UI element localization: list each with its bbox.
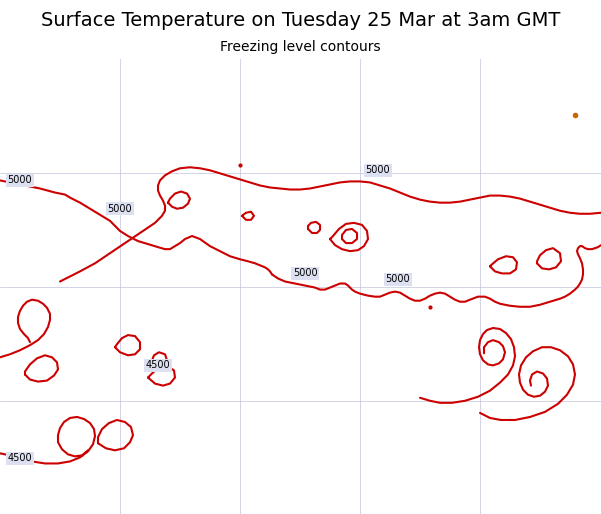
Text: 5000: 5000 [8,175,32,186]
Text: 4500: 4500 [8,453,32,464]
Text: 4500: 4500 [145,360,170,371]
Text: Freezing level contours: Freezing level contours [220,40,381,54]
Text: 5000: 5000 [365,166,390,175]
Text: 5000: 5000 [293,268,317,279]
Text: Surface Temperature on Tuesday 25 Mar at 3am GMT: Surface Temperature on Tuesday 25 Mar at… [41,11,560,30]
Text: 5000: 5000 [386,274,410,284]
Text: 5000: 5000 [108,204,132,214]
